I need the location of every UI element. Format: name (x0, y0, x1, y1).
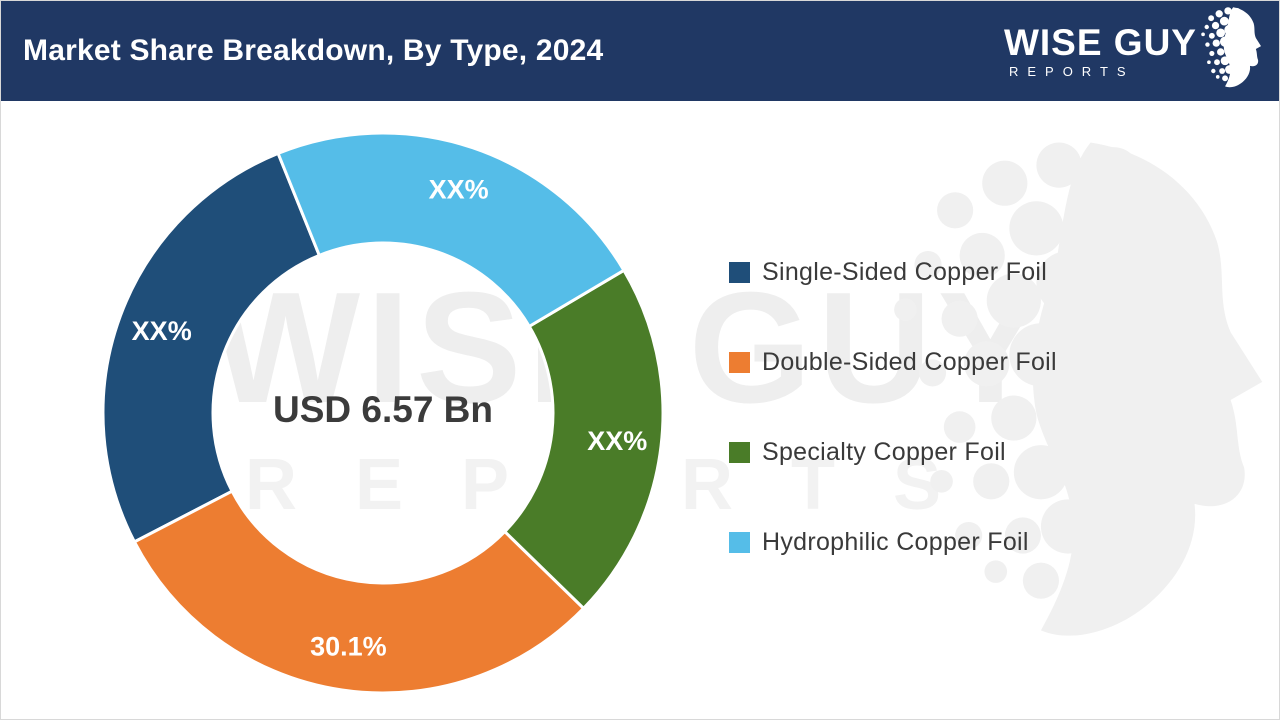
legend-label: Single-Sided Copper Foil (762, 257, 1048, 286)
legend-item: Single-Sided Copper Foil (729, 227, 1057, 317)
donut-segment-double-sided-copper-foil (132, 489, 586, 695)
logo-subtitle: REPORTS (1008, 64, 1135, 79)
legend-swatch (729, 531, 750, 553)
logo-text: WISE GUY REPORTS (1004, 24, 1197, 78)
segment-value-label: XX% (132, 316, 192, 346)
legend-label: Double-Sided Copper Foil (762, 347, 1057, 376)
segment-value-label: 30.1% (310, 632, 387, 662)
legend-swatch (729, 261, 750, 283)
header-bar: Market Share Breakdown, By Type, 2024 WI… (1, 1, 1279, 101)
chart-center-value: USD 6.57 Bn (272, 389, 494, 430)
legend-label: Hydrophilic Copper Foil (762, 527, 1029, 556)
logo-name: WISE GUY (1003, 22, 1197, 63)
legend-label: Specialty Copper Foil (762, 437, 1006, 466)
donut-segment-specialty-copper-foil (502, 268, 665, 611)
wiseguy-face-icon (1191, 5, 1265, 98)
legend-item: Double-Sided Copper Foil (729, 317, 1057, 407)
legend-item: Specialty Copper Foil (729, 407, 1057, 497)
legend-item: Hydrophilic Copper Foil (729, 497, 1057, 587)
legend: Single-Sided Copper Foil Double-Sided Cop… (729, 227, 1057, 587)
watermark-face-icon (833, 129, 1279, 676)
legend-swatch (729, 441, 750, 463)
donut-chart: XX% 30.1% XX% XX% (101, 131, 665, 695)
page-title: Market Share Breakdown, By Type, 2024 (23, 34, 604, 67)
legend-swatch (729, 351, 750, 373)
segment-value-label: XX% (429, 174, 489, 204)
donut-segment-hydrophilic-copper-foil (276, 131, 626, 329)
wiseguy-logo: WISE GUY REPORTS (1004, 5, 1265, 98)
donut-segment-single-sided-copper-foil (101, 151, 322, 544)
segment-value-label: XX% (587, 426, 647, 456)
